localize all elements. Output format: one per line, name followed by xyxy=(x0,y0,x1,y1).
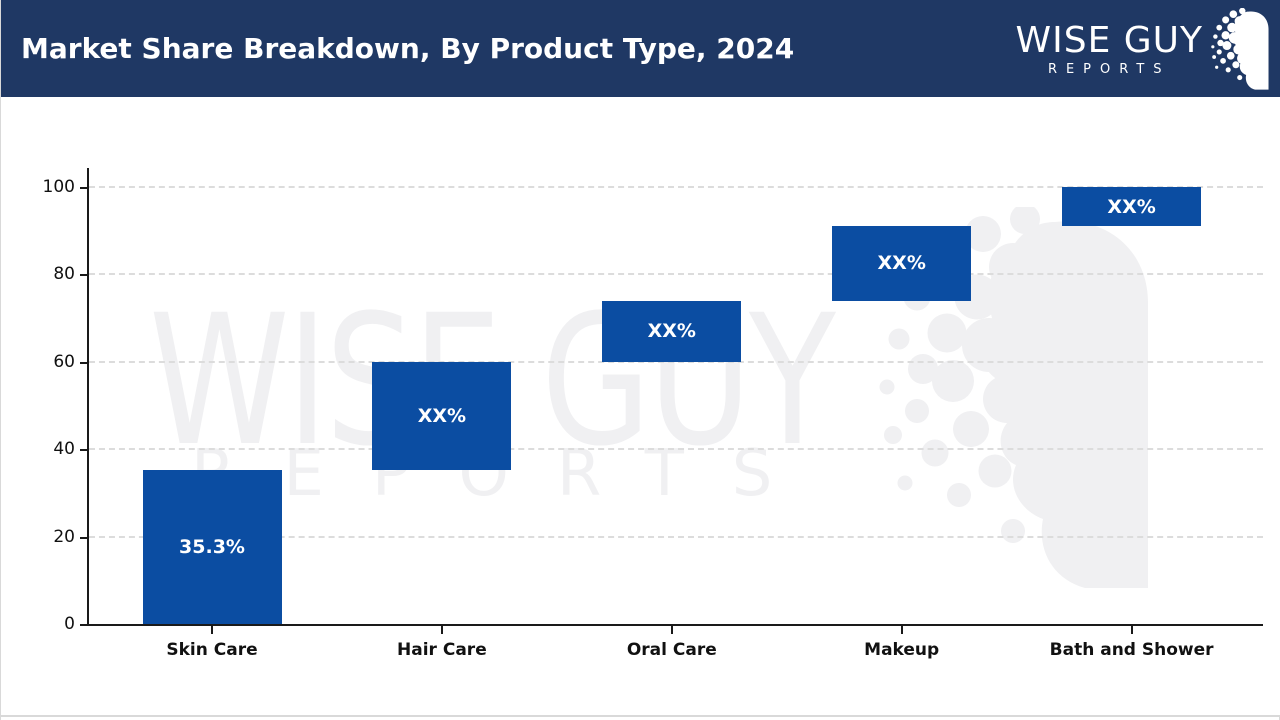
gridline xyxy=(89,448,1263,451)
dotted-head-icon xyxy=(1211,8,1269,90)
category-label: Makeup xyxy=(864,640,940,660)
y-axis-line xyxy=(87,168,89,626)
gridline xyxy=(89,273,1263,276)
y-tick-label: 60 xyxy=(53,351,75,372)
y-tick-label: 0 xyxy=(64,614,75,634)
y-tick-label: 100 xyxy=(42,177,75,197)
category-label: Oral Care xyxy=(626,640,717,660)
y-tick-mark xyxy=(80,361,87,364)
gridline xyxy=(89,535,1263,538)
bar-value-label: XX% xyxy=(877,252,926,275)
y-tick-label: 80 xyxy=(53,264,75,285)
y-tick-mark xyxy=(80,449,87,452)
header-band: Market Share Breakdown, By Product Type,… xyxy=(1,0,1280,97)
x-tick-mark xyxy=(211,626,213,634)
y-tick-label: 40 xyxy=(53,439,75,460)
bar-skin-care: 35.3% xyxy=(142,469,282,624)
bar-value-label: XX% xyxy=(417,404,467,427)
bar-value-label: 35.3% xyxy=(179,535,245,558)
x-tick-mark xyxy=(1130,626,1133,634)
category-label: Hair Care xyxy=(397,640,487,660)
bar-hair-care: XX% xyxy=(372,361,512,470)
logo-wordmark: WISE GUY xyxy=(1015,20,1203,61)
chart-area: WISE GUY REPORTS 0 20 40 60 80 100 35.3% Sk xyxy=(1,97,1280,715)
bottom-border xyxy=(1,715,1280,717)
bar-bath-and-shower: XX% xyxy=(1062,187,1202,227)
category-label: Bath and Shower xyxy=(1049,640,1214,660)
x-tick-mark xyxy=(670,626,673,634)
y-tick-label: 20 xyxy=(53,526,75,547)
bar-oral-care: XX% xyxy=(602,300,742,362)
y-tick-mark xyxy=(80,274,87,277)
bar-value-label: XX% xyxy=(647,320,696,343)
y-tick-mark xyxy=(80,187,87,189)
category-label: Skin Care xyxy=(166,640,258,660)
logo-subtitle: REPORTS xyxy=(1047,62,1171,77)
y-tick-mark xyxy=(80,536,87,539)
wise-guy-logo: WISE GUY REPORTS xyxy=(1016,6,1273,92)
watermark-head-icon xyxy=(879,207,1148,588)
gridline xyxy=(89,360,1263,363)
logo-text: WISE GUY REPORTS xyxy=(1015,20,1204,78)
x-axis-line xyxy=(87,624,1263,626)
x-tick-mark xyxy=(900,626,903,634)
bar-value-label: XX% xyxy=(1107,195,1156,218)
y-tick-mark xyxy=(80,624,87,626)
bar-makeup: XX% xyxy=(832,226,972,301)
gridline xyxy=(89,186,1263,188)
chart-title: Market Share Breakdown, By Product Type,… xyxy=(21,32,795,65)
x-tick-mark xyxy=(440,626,443,634)
